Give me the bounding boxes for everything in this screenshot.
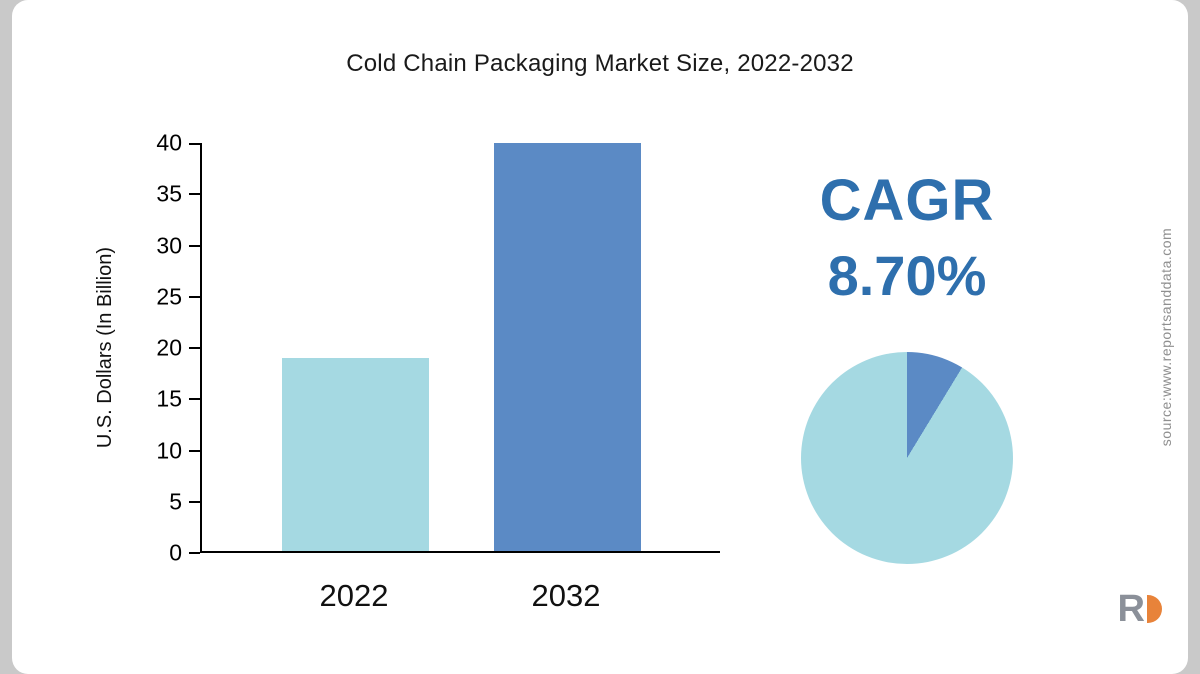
y-tick-label-25: 25 [156, 283, 182, 310]
x-label-2032: 2032 [531, 578, 601, 613]
cagr-label: CAGR [819, 168, 995, 233]
chart-title: Cold Chain Packaging Market Size, 2022-2… [346, 50, 854, 77]
source-note: source:www.reportsanddata.com [1158, 227, 1174, 447]
y-tick-mark-35 [189, 193, 200, 196]
y-tick-mark-5 [189, 500, 200, 503]
y-tick-mark-25 [189, 295, 200, 298]
y-axis-label-wrap: U.S. Dollars (In Billion) [94, 143, 117, 553]
y-tick-label-20: 20 [156, 334, 182, 361]
y-tick-mark-20 [189, 347, 200, 349]
y-tick-mark-30 [189, 244, 200, 247]
bars-container [202, 143, 720, 551]
y-tick-label-40: 40 [156, 129, 182, 156]
bar-2022 [281, 358, 429, 551]
bar-2032 [493, 143, 641, 551]
y-tick-label-35: 35 [156, 180, 182, 207]
y-tick-mark-0 [189, 552, 200, 554]
y-tick-mark-15 [189, 398, 200, 401]
brand-logo: R [1118, 590, 1162, 628]
brand-logo-dot-icon [1147, 595, 1162, 623]
y-tick-label-5: 5 [169, 488, 182, 515]
y-axis-label: U.S. Dollars (In Billion) [94, 247, 116, 449]
y-tick-label-30: 30 [156, 232, 182, 258]
cagr-pie-chart [801, 352, 1013, 564]
x-label-2022: 2022 [319, 578, 389, 613]
cagr-value: 8.70% [827, 244, 987, 307]
brand-logo-letter: R [1117, 588, 1145, 630]
cagr-block: CAGR 8.70% [782, 172, 1032, 304]
y-tick-label-0: 0 [169, 539, 182, 566]
x-axis-labels: 2022 2032 [200, 578, 720, 614]
y-tick-label-15: 15 [156, 385, 182, 412]
y-tick-mark-10 [189, 449, 200, 452]
bar-chart-plot-area: 0 5 10 15 20 25 30 35 40 [156, 130, 720, 566]
chart-card: Cold Chain Packaging Market Size, 2022-2… [12, 0, 1188, 674]
y-tick-mark-40 [189, 143, 200, 145]
y-tick-label-10: 10 [156, 437, 182, 463]
